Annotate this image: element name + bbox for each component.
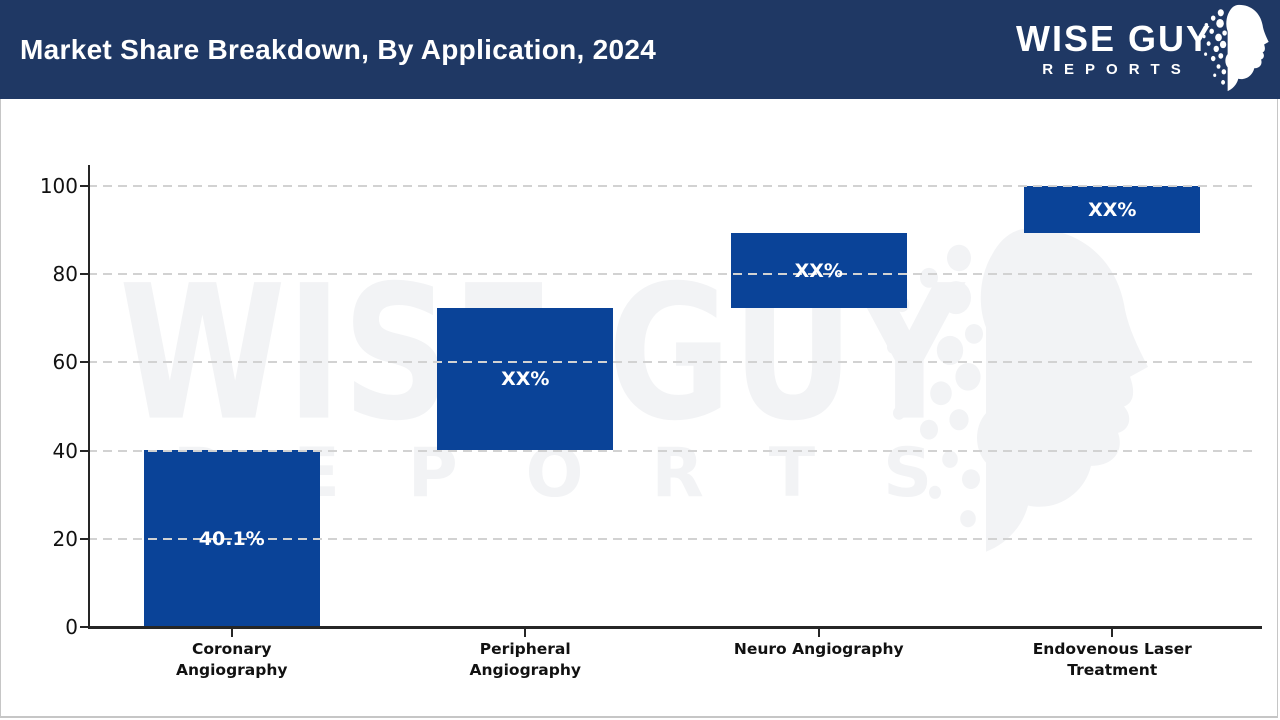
x-axis-category-label: Coronary Angiography xyxy=(82,639,382,681)
gridline xyxy=(88,273,1254,276)
gridline xyxy=(88,537,1254,540)
chart-title: Market Share Breakdown, By Application, … xyxy=(20,33,657,65)
x-axis-tickmark xyxy=(817,629,820,637)
logo-text: WISE GUY REPORTS xyxy=(1016,18,1212,79)
x-axis-category-label-line: Neuro Angiography xyxy=(733,640,904,658)
logo-subtitle: REPORTS xyxy=(1042,60,1192,78)
x-axis-category-label-line: Angiography xyxy=(175,661,288,679)
x-axis-category-label: Peripheral Angiography xyxy=(375,639,675,681)
x-axis-category-label-line: Endovenous Laser xyxy=(1032,640,1192,658)
bar-segment xyxy=(730,233,907,309)
bar-segment xyxy=(437,308,614,451)
x-axis-category-label-line: Angiography xyxy=(469,661,582,679)
y-axis-tickmark xyxy=(80,185,88,187)
y-axis-line xyxy=(88,165,90,629)
gridline xyxy=(88,449,1254,452)
x-axis-tickmark xyxy=(230,629,233,637)
bar-value-label: 40.1% xyxy=(198,527,265,550)
x-axis-category-label-line: Peripheral xyxy=(479,640,571,658)
gridline xyxy=(88,185,1254,187)
chart-canvas: WISE GUY REPORTS 0 20 40 60 80 100 40.1% Corona… xyxy=(0,99,1278,718)
header-bar: Market Share Breakdown, By Application, … xyxy=(0,0,1280,99)
y-axis-tick-label: 0 xyxy=(65,615,78,639)
bar-value-label: XX% xyxy=(501,368,550,391)
gridline xyxy=(88,361,1254,364)
y-axis-tickmark xyxy=(80,273,88,276)
x-axis-category-label-line: Treatment xyxy=(1067,661,1158,679)
x-axis-category-label: Neuro Angiography xyxy=(669,639,969,660)
y-axis-tick-label: 100 xyxy=(39,174,78,198)
x-axis-line xyxy=(88,626,1262,629)
bar-value-label: XX% xyxy=(794,259,843,282)
wiseguy-logo: WISE GUY REPORTS xyxy=(1016,4,1274,92)
y-axis-tick-label: 20 xyxy=(52,526,78,551)
bar-value-label: XX% xyxy=(1088,198,1137,221)
bar-segment xyxy=(1024,186,1201,234)
x-axis-category-label-line: Coronary xyxy=(191,640,272,658)
y-axis-tickmark xyxy=(80,537,88,540)
x-axis-category-label: Endovenous Laser Treatment xyxy=(962,639,1262,681)
y-axis-tick-label: 40 xyxy=(52,438,78,463)
x-axis-tickmark xyxy=(1111,629,1114,637)
logo-wordmark: WISE GUY xyxy=(1015,17,1212,59)
y-axis-tick-label: 80 xyxy=(52,262,78,287)
y-axis-tickmark xyxy=(80,449,88,452)
y-axis-tickmark xyxy=(80,626,88,628)
y-axis-tick-label: 60 xyxy=(52,350,78,375)
y-axis-tickmark xyxy=(80,361,88,364)
x-axis-tickmark xyxy=(524,629,527,637)
